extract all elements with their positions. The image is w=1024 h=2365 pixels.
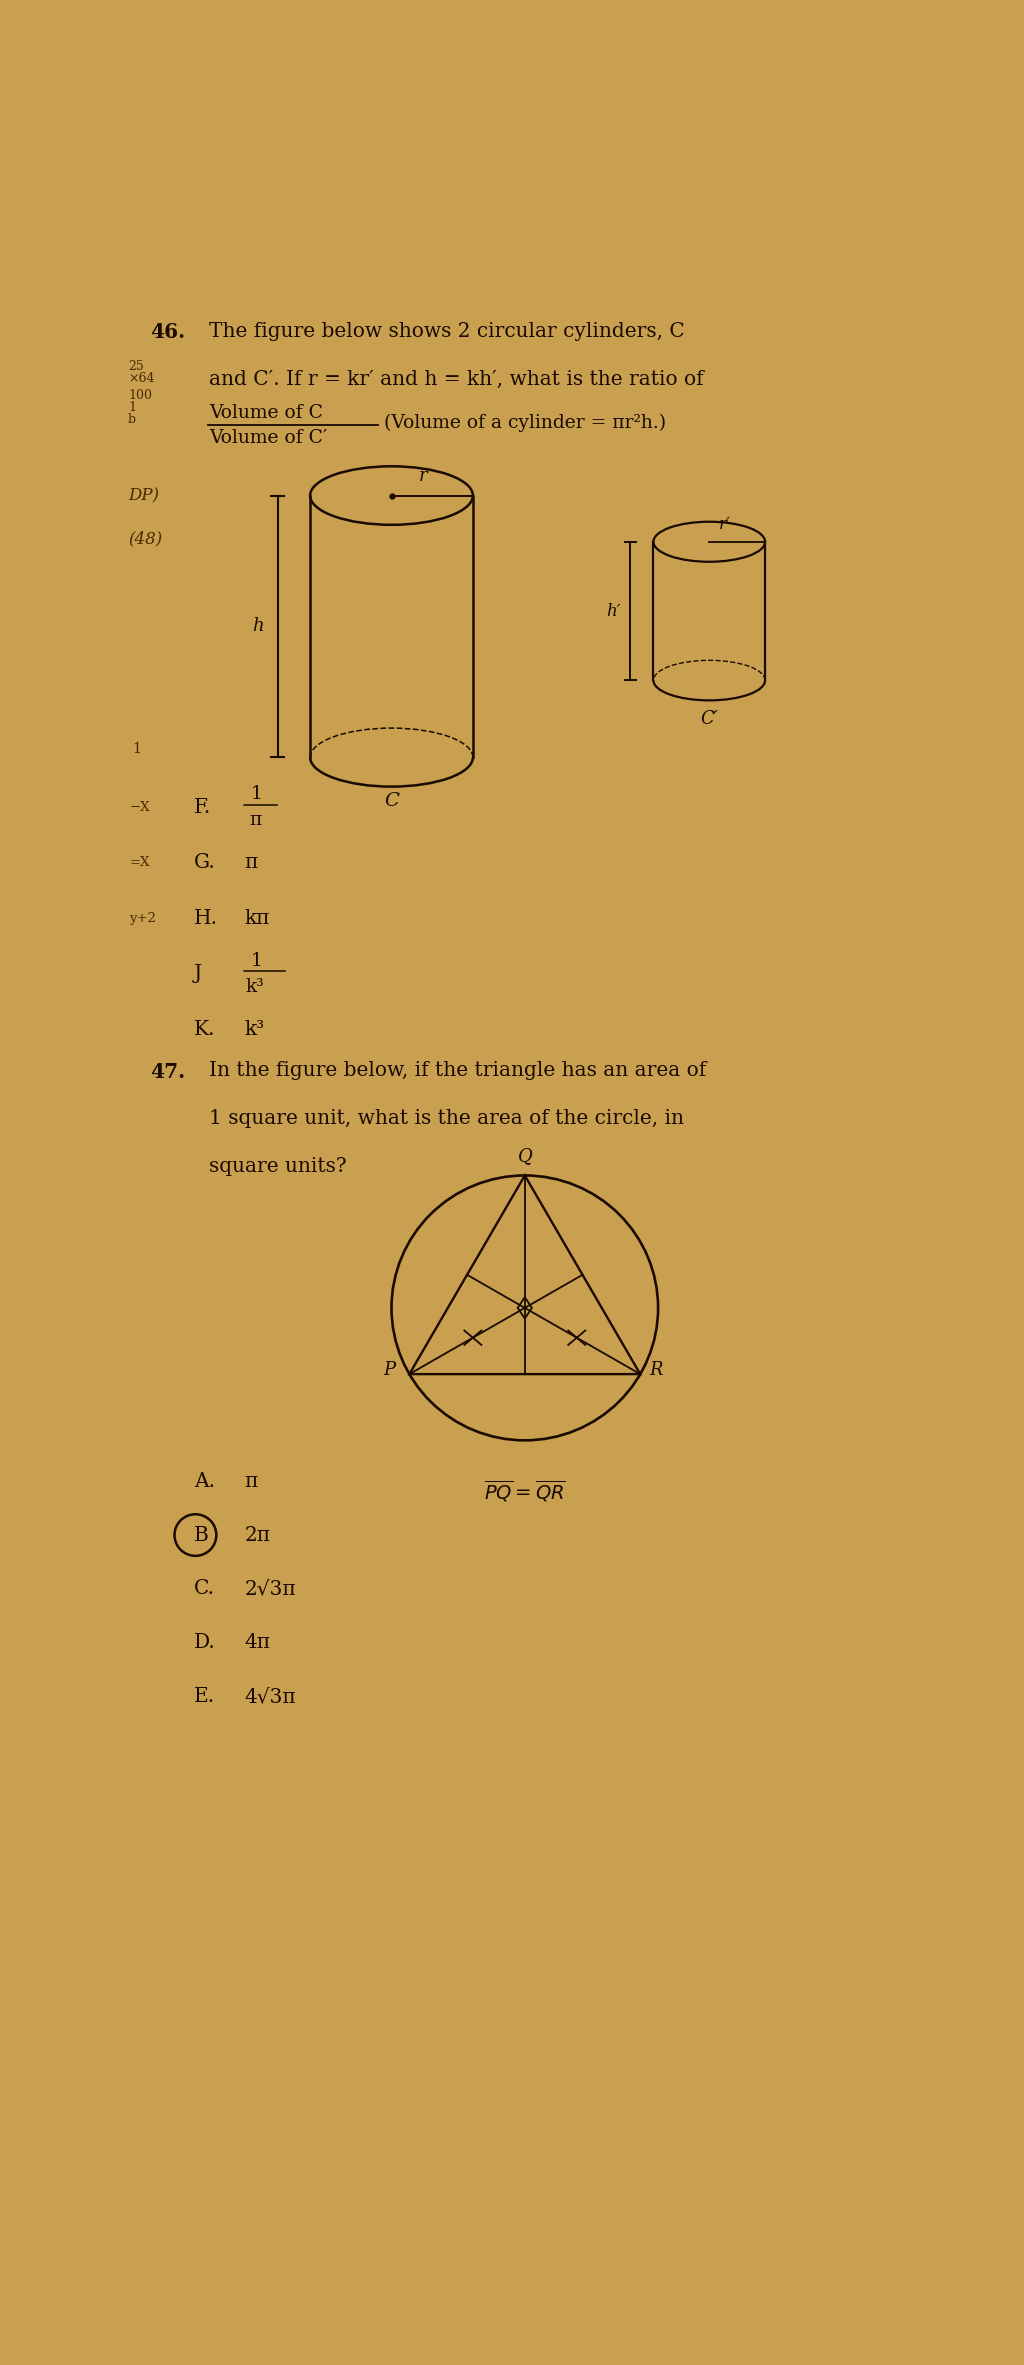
- Text: C.: C.: [194, 1580, 215, 1599]
- Text: and C′. If r = kr′ and h = kh′, what is the ratio of: and C′. If r = kr′ and h = kh′, what is …: [209, 369, 705, 388]
- Text: k³: k³: [246, 977, 264, 996]
- Text: K.: K.: [194, 1019, 215, 1038]
- Text: 25: 25: [128, 359, 143, 374]
- Text: π: π: [245, 854, 257, 873]
- Text: A.: A.: [194, 1471, 215, 1490]
- Text: G.: G.: [194, 854, 216, 873]
- Text: J: J: [194, 965, 202, 984]
- Text: Volume of C′: Volume of C′: [209, 428, 328, 447]
- Text: 1 square unit, what is the area of the circle, in: 1 square unit, what is the area of the c…: [209, 1109, 684, 1128]
- Text: 4√3π: 4√3π: [245, 1686, 296, 1705]
- Text: b: b: [128, 414, 136, 426]
- Text: π: π: [249, 811, 261, 830]
- Text: E.: E.: [194, 1686, 215, 1705]
- Text: F.: F.: [194, 797, 211, 816]
- Text: H.: H.: [194, 908, 218, 927]
- Text: D.: D.: [194, 1634, 216, 1653]
- Text: kπ: kπ: [245, 908, 269, 927]
- Text: y+2: y+2: [130, 913, 157, 925]
- Text: B: B: [194, 1525, 209, 1544]
- Text: The figure below shows 2 circular cylinders, C: The figure below shows 2 circular cylind…: [209, 322, 685, 341]
- Text: $\overline{PQ} = \overline{QR}$: $\overline{PQ} = \overline{QR}$: [483, 1478, 566, 1504]
- Text: k³: k³: [245, 1019, 264, 1038]
- Text: 46.: 46.: [150, 322, 184, 343]
- Text: 1: 1: [251, 785, 262, 804]
- Text: 1: 1: [132, 743, 140, 757]
- Text: ×64: ×64: [128, 371, 155, 385]
- Text: Q: Q: [517, 1147, 532, 1166]
- Text: =X: =X: [130, 856, 150, 870]
- Text: In the figure below, if the triangle has an area of: In the figure below, if the triangle has…: [209, 1062, 707, 1081]
- Text: 4π: 4π: [245, 1634, 270, 1653]
- Text: C′: C′: [700, 710, 718, 728]
- Text: 47.: 47.: [150, 1062, 184, 1081]
- Text: (Volume of a cylinder = πr²h.): (Volume of a cylinder = πr²h.): [384, 414, 666, 433]
- Text: 2√3π: 2√3π: [245, 1580, 296, 1599]
- Text: h: h: [252, 617, 263, 636]
- Text: r: r: [419, 466, 427, 485]
- Text: r′: r′: [719, 516, 730, 532]
- Text: P: P: [383, 1362, 395, 1379]
- Text: C: C: [384, 792, 399, 809]
- Text: h′: h′: [606, 603, 621, 620]
- Text: (48): (48): [128, 530, 162, 546]
- Text: square units?: square units?: [209, 1156, 347, 1175]
- Text: Volume of C: Volume of C: [209, 404, 324, 421]
- Text: π: π: [245, 1471, 257, 1490]
- Text: 1: 1: [251, 951, 262, 970]
- Text: 2π: 2π: [245, 1525, 270, 1544]
- Text: 100: 100: [128, 390, 152, 402]
- Text: 1: 1: [128, 402, 136, 414]
- Text: DP): DP): [128, 487, 159, 504]
- Text: −X: −X: [130, 802, 151, 814]
- Text: R: R: [649, 1362, 664, 1379]
